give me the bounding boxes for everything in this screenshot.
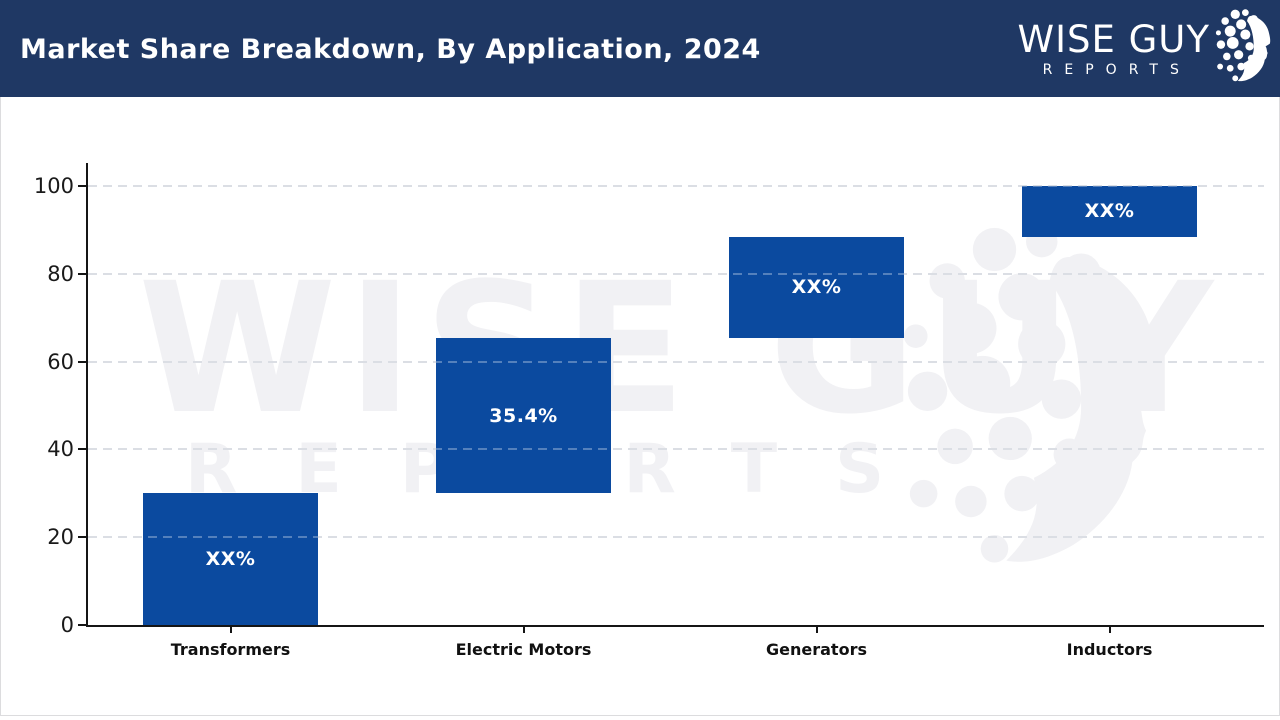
x-axis-category-label: Inductors xyxy=(1066,640,1153,659)
x-axis-tick xyxy=(229,627,232,633)
x-axis-tick xyxy=(815,627,818,633)
x-axis-line xyxy=(86,625,1264,627)
logo-wordmark: WISE GUY xyxy=(1017,18,1210,61)
y-axis-tick-label: 80 xyxy=(47,261,74,286)
gridline-overlay xyxy=(88,185,1264,187)
gridline xyxy=(88,360,1264,363)
bar-transformers: XX% xyxy=(142,493,319,625)
bar-value-label: XX% xyxy=(205,548,256,571)
chart-title: Market Share Breakdown, By Application, … xyxy=(20,34,761,65)
y-axis-tick-label: 100 xyxy=(33,174,74,198)
y-axis-tick xyxy=(78,185,86,187)
bar-inductors: XX% xyxy=(1021,186,1198,237)
x-axis-tick xyxy=(522,627,525,633)
x-axis-category-label: Generators xyxy=(766,640,867,659)
x-axis-tick xyxy=(1108,627,1111,633)
bar-electric-motors: 35.4% xyxy=(435,337,612,494)
gridline-overlay xyxy=(88,448,1264,451)
y-axis-tick-label: 0 xyxy=(60,613,74,637)
y-axis-tick xyxy=(78,448,86,451)
gridline-overlay xyxy=(88,536,1264,539)
x-axis-category-label: Electric Motors xyxy=(455,640,592,659)
y-axis-tick-label: 60 xyxy=(47,349,74,374)
y-axis-tick xyxy=(78,624,86,626)
bar-value-label: XX% xyxy=(1084,200,1135,223)
watermark-face-icon xyxy=(903,225,1158,563)
logo-reports-label: REPORTS xyxy=(1042,62,1191,78)
logo-face-icon xyxy=(1215,9,1271,82)
x-axis-category-label: Transformers xyxy=(170,640,291,659)
gridline-overlay xyxy=(88,360,1264,363)
y-axis-tick-label: 40 xyxy=(47,437,74,462)
wise-guy-reports-logo: WISE GUY REPORTS xyxy=(1017,4,1271,94)
y-axis-line xyxy=(86,163,88,627)
gridline xyxy=(88,448,1264,451)
y-axis-tick xyxy=(78,272,86,275)
bar-generators: XX% xyxy=(728,236,905,338)
y-axis-tick xyxy=(78,536,86,539)
logo-text: WISE GUY REPORTS xyxy=(1017,18,1210,79)
gridline xyxy=(88,185,1264,187)
bar-value-label: XX% xyxy=(791,276,842,299)
y-axis-tick-label: 20 xyxy=(47,525,74,550)
y-axis-tick xyxy=(78,360,86,363)
header: Market Share Breakdown, By Application, … xyxy=(0,0,1280,97)
gridline xyxy=(88,272,1264,275)
gridline xyxy=(88,536,1264,539)
bar-value-label: 35.4% xyxy=(489,404,558,427)
gridline-overlay xyxy=(88,272,1264,275)
